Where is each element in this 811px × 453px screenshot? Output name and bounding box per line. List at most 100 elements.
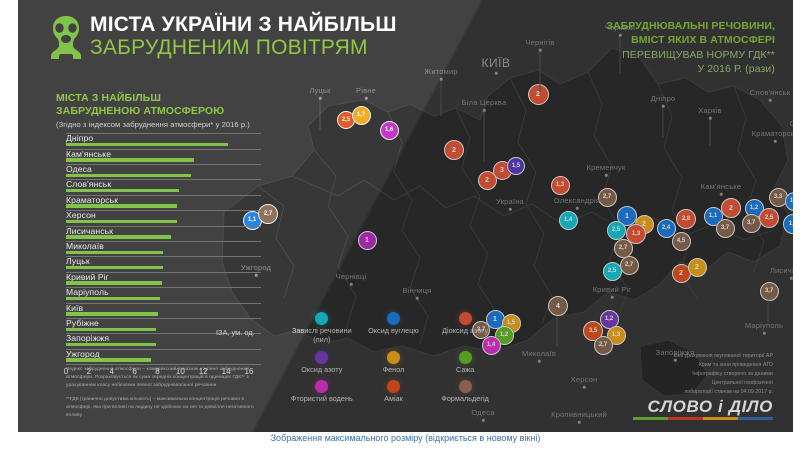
map-pollutant-marker[interactable]: 1 <box>617 206 637 226</box>
legend-label: Фенол <box>382 364 405 374</box>
map-city-dot <box>789 276 793 280</box>
map-pollutant-marker[interactable]: 1,6 <box>379 120 399 140</box>
map-city-dot <box>610 295 614 299</box>
map-pollutant-marker[interactable]: 3,5 <box>583 321 603 341</box>
map-pollutant-marker[interactable]: 1,7 <box>351 105 371 125</box>
legend-item: Завислі речовини (пил) <box>286 312 358 345</box>
bar-baseline <box>66 225 261 227</box>
map-pollutant-marker[interactable]: 3,7 <box>741 213 761 233</box>
map-pollutant-marker[interactable]: 1,3 <box>626 224 646 244</box>
map-city-label: Ужгород <box>240 263 272 272</box>
bar-row: Кривий Ріг <box>56 271 261 287</box>
map-city-label: Чернівці <box>335 272 367 281</box>
gas-mask-icon <box>51 16 81 59</box>
bar <box>66 342 157 347</box>
map-city-dot <box>673 358 677 362</box>
map-city-label: Кропивницький <box>551 410 607 419</box>
legend-item: Оксид азоту <box>286 350 358 375</box>
leader-line <box>483 108 485 162</box>
x-tick-label: 14 <box>221 367 231 377</box>
map-pollutant-marker[interactable]: 2,7 <box>613 238 633 258</box>
legend-label: Завислі речовини (пил) <box>291 326 352 344</box>
map-city-dot <box>618 33 622 37</box>
map-pollutant-marker[interactable]: 2,5 <box>337 111 355 129</box>
map-pollutant-marker[interactable]: 2,5 <box>759 208 779 228</box>
bar <box>66 142 229 147</box>
bar-row: Рубіжне <box>56 317 261 333</box>
logo-text: СЛОВО і ДІЛО <box>647 397 773 416</box>
map-pollutant-marker[interactable]: 2,7 <box>258 204 278 224</box>
bar <box>66 327 157 331</box>
map-pollutant-marker[interactable]: 1,3 <box>550 175 570 195</box>
map-city-dot <box>349 282 353 286</box>
map-pollutant-marker[interactable]: 2 <box>527 83 549 105</box>
map-pollutant-marker[interactable]: 4,5 <box>671 231 691 251</box>
slovo-i-dilo-logo[interactable]: СЛОВО і ДІЛО <box>633 398 773 420</box>
map-pollutant-marker[interactable]: 1,4 <box>481 335 501 355</box>
bar-label: Миколаїв <box>66 240 104 251</box>
map-pollutant-marker[interactable]: 2 <box>687 257 707 277</box>
map-pollutant-marker[interactable]: 3,7 <box>759 281 779 301</box>
map-city-dot <box>481 418 485 422</box>
map-city-label: Дніпро <box>650 94 676 103</box>
bar-baseline <box>66 317 261 319</box>
map-pollutant-marker[interactable]: 2,5 <box>602 261 622 281</box>
map-pollutant-marker[interactable]: 1 <box>357 230 377 250</box>
map-pollutant-marker[interactable]: 3,7 <box>472 321 490 339</box>
map-pollutant-marker[interactable]: 2,7 <box>593 335 613 355</box>
bar-list: Дніпро Кам'янське Одеса Слов'янськ Краматорс… <box>56 133 261 366</box>
map-pollutant-marker[interactable]: 2 <box>477 170 497 190</box>
pollutants-heading-line-3: ПЕРЕВИЩУВАВ НОРМУ ГДК** <box>622 48 775 61</box>
pollutants-heading: ЗАБРУДНЮВАЛЬНІ РЕЧОВИНИ, ВМІСТ ЯКИХ В АТ… <box>606 20 775 76</box>
carbon-monoxide-dot-icon <box>386 312 400 325</box>
bar-row: Херсон <box>56 210 261 225</box>
bar-baseline <box>66 287 261 289</box>
bar-baseline <box>66 333 261 335</box>
map-pollutant-marker[interactable]: 2,8 <box>676 209 696 229</box>
poster-title: МІСТА УКРАЇНИ З НАЙБІЛЬШ ЗАБРУДНЕНИМ ПОВ… <box>90 13 397 60</box>
map-city-label: Запоріжжя <box>655 348 695 357</box>
bar-row: Маріуполь <box>56 287 261 302</box>
bar-baseline <box>66 194 261 196</box>
leader-line <box>539 48 541 92</box>
map-pollutant-marker[interactable]: 2,7 <box>597 187 617 207</box>
dust-dot-icon <box>315 312 329 325</box>
bar-label: Рубіжне <box>66 317 99 328</box>
disclaimer: Без урахування окупованої території АР К… <box>674 352 773 397</box>
map-pollutant-marker[interactable]: 3 <box>492 160 512 180</box>
bar-label: Кривий Ріг <box>66 271 109 282</box>
bar-row: Краматорськ <box>56 194 261 210</box>
chart-title-line-1: МІСТА З НАЙБІЛЬШ <box>56 92 161 104</box>
map-pollutant-marker[interactable]: 2 <box>444 140 464 160</box>
map-city-label: Чернігів <box>525 38 555 47</box>
map-city-label: Сєвєродонецьк <box>789 119 793 128</box>
map-city-dot <box>537 359 541 363</box>
legend-label: Оксид вуглецю <box>368 326 419 335</box>
map-pollutant-marker[interactable]: 2,4 <box>656 218 676 238</box>
map-pollutant-marker[interactable]: 2 <box>721 198 741 218</box>
leader-line <box>662 104 664 138</box>
logo-rule-segment <box>633 417 668 420</box>
map-pollutant-marker[interactable]: 1,5 <box>507 157 525 175</box>
bar-baseline <box>66 302 261 304</box>
map-pollutant-marker[interactable]: 1,4 <box>558 210 578 230</box>
bar-label: Лисичанськ <box>66 225 114 236</box>
map-city-dot <box>582 385 586 389</box>
map-city-dot <box>538 48 542 52</box>
image-caption[interactable]: Зображення максимального розміру (відкри… <box>270 433 541 443</box>
pollutants-heading-line-1: ЗАБРУДНЮВАЛЬНІ РЕЧОВИНИ, <box>606 20 775 32</box>
legend-item: Оксид вуглецю <box>358 312 430 345</box>
map-pollutant-marker[interactable]: 1 <box>485 309 505 329</box>
map-pollutant-marker[interactable]: 4 <box>548 296 568 316</box>
map-pollutant-marker[interactable]: 2,5 <box>606 220 626 240</box>
legend-item: Фенол <box>358 350 430 375</box>
map-pollutant-marker[interactable]: 2,7 <box>619 255 639 275</box>
map-pollutant-marker[interactable]: 1,1 <box>703 206 723 226</box>
bar-label: Одеса <box>66 164 92 175</box>
bar-label: Маріуполь <box>66 287 109 298</box>
map-pollutant-marker[interactable]: 3,7 <box>715 218 735 238</box>
map-city-label: Кременчук <box>586 163 626 172</box>
map-city-label: Кривий Ріг <box>592 285 632 294</box>
phenol-dot-icon <box>386 350 400 364</box>
bar <box>66 281 163 285</box>
